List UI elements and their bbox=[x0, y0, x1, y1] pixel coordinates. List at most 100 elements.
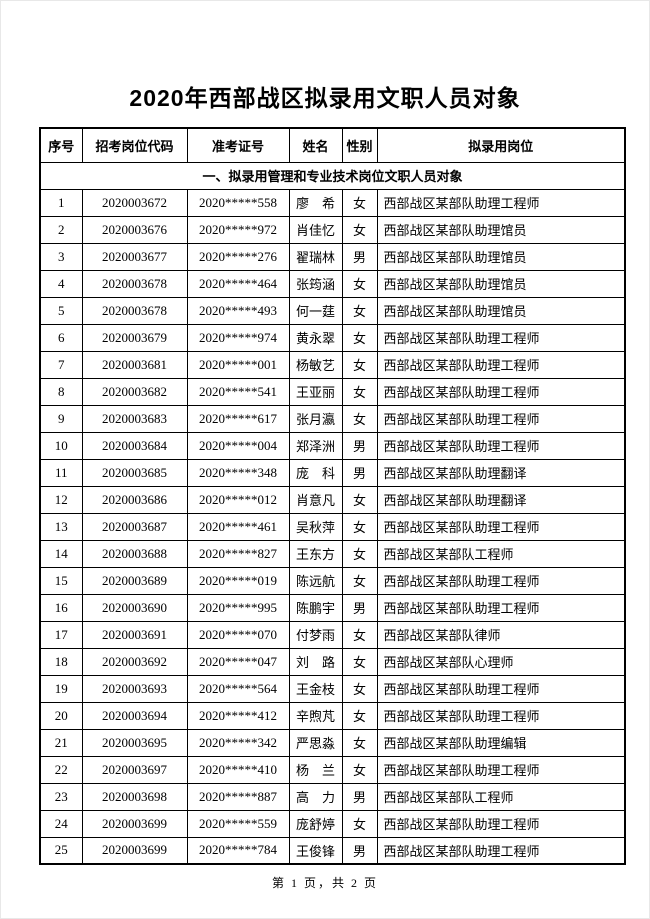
cell-ticket-no: 2020*****276 bbox=[186, 242, 290, 271]
cell-position: 西部战区某部队助理工程师 bbox=[376, 809, 626, 838]
table-row: 8 2020003682 2020*****541 王亚丽女西部战区某部队助理工程师 bbox=[39, 377, 626, 406]
cell-no: 6 bbox=[39, 323, 83, 352]
cell-gender: 男 bbox=[341, 836, 378, 865]
cell-no: 9 bbox=[39, 404, 83, 433]
cell-no: 3 bbox=[39, 242, 83, 271]
cell-no: 5 bbox=[39, 296, 83, 325]
header-cell-ticket-no: 准考证号 bbox=[186, 127, 290, 163]
cell-job-code: 2020003698 bbox=[81, 782, 188, 811]
table-row: 13 2020003687 2020*****461 吴秋萍女西部战区某部队助理工程师 bbox=[39, 512, 626, 541]
cell-job-code: 2020003678 bbox=[81, 296, 188, 325]
cell-job-code: 2020003690 bbox=[81, 593, 188, 622]
table-row: 18 2020003692 2020*****047 刘 路女西部战区某部队心理师 bbox=[39, 647, 626, 676]
cell-no: 8 bbox=[39, 377, 83, 406]
cell-position: 西部战区某部队律师 bbox=[376, 620, 626, 649]
cell-position: 西部战区某部队助理馆员 bbox=[376, 269, 626, 298]
cell-name: 庞 科 bbox=[288, 458, 343, 487]
cell-ticket-no: 2020*****004 bbox=[186, 431, 290, 460]
cell-job-code: 2020003678 bbox=[81, 269, 188, 298]
cell-job-code: 2020003699 bbox=[81, 809, 188, 838]
cell-position: 西部战区某部队助理工程师 bbox=[376, 323, 626, 352]
table-row: 14 2020003688 2020*****827 王东方女西部战区某部队工程师 bbox=[39, 539, 626, 568]
cell-gender: 男 bbox=[341, 782, 378, 811]
cell-gender: 女 bbox=[341, 701, 378, 730]
cell-position: 西部战区某部队助理工程师 bbox=[376, 566, 626, 595]
cell-ticket-no: 2020*****070 bbox=[186, 620, 290, 649]
cell-position: 西部战区某部队助理工程师 bbox=[376, 512, 626, 541]
table-row: 16 2020003690 2020*****995 陈鹏宇男西部战区某部队助理工程师 bbox=[39, 593, 626, 622]
cell-name: 王东方 bbox=[288, 539, 343, 568]
cell-ticket-no: 2020*****410 bbox=[186, 755, 290, 784]
cell-position: 西部战区某部队助理工程师 bbox=[376, 674, 626, 703]
cell-gender: 女 bbox=[341, 215, 378, 244]
cell-position: 西部战区某部队助理工程师 bbox=[376, 593, 626, 622]
cell-no: 23 bbox=[39, 782, 83, 811]
table-row: 12 2020003686 2020*****012 肖意凡女西部战区某部队助理翻译 bbox=[39, 485, 626, 514]
table-row: 3 2020003677 2020*****276 翟瑞林男西部战区某部队助理馆员 bbox=[39, 242, 626, 271]
cell-name: 付梦雨 bbox=[288, 620, 343, 649]
cell-gender: 女 bbox=[341, 404, 378, 433]
cell-gender: 男 bbox=[341, 431, 378, 460]
cell-ticket-no: 2020*****827 bbox=[186, 539, 290, 568]
cell-job-code: 2020003681 bbox=[81, 350, 188, 379]
cell-ticket-no: 2020*****617 bbox=[186, 404, 290, 433]
cell-job-code: 2020003682 bbox=[81, 377, 188, 406]
header-cell-name: 姓名 bbox=[288, 127, 343, 163]
cell-ticket-no: 2020*****461 bbox=[186, 512, 290, 541]
cell-name: 陈鹏宇 bbox=[288, 593, 343, 622]
cell-ticket-no: 2020*****974 bbox=[186, 323, 290, 352]
table-row: 6 2020003679 2020*****974 黄永翠女西部战区某部队助理工程师 bbox=[39, 323, 626, 352]
cell-name: 陈远航 bbox=[288, 566, 343, 595]
cell-gender: 女 bbox=[341, 296, 378, 325]
cell-gender: 男 bbox=[341, 458, 378, 487]
cell-no: 10 bbox=[39, 431, 83, 460]
cell-name: 高 力 bbox=[288, 782, 343, 811]
cell-name: 庞舒婷 bbox=[288, 809, 343, 838]
cell-no: 20 bbox=[39, 701, 83, 730]
cell-gender: 女 bbox=[341, 728, 378, 757]
cell-job-code: 2020003672 bbox=[81, 188, 188, 217]
cell-no: 17 bbox=[39, 620, 83, 649]
table-row: 7 2020003681 2020*****001 杨敏艺女西部战区某部队助理工程师 bbox=[39, 350, 626, 379]
cell-ticket-no: 2020*****464 bbox=[186, 269, 290, 298]
cell-ticket-no: 2020*****887 bbox=[186, 782, 290, 811]
header-cell-no: 序号 bbox=[39, 127, 83, 163]
cell-name: 王俊锋 bbox=[288, 836, 343, 865]
cell-gender: 女 bbox=[341, 755, 378, 784]
cell-name: 刘 路 bbox=[288, 647, 343, 676]
cell-no: 2 bbox=[39, 215, 83, 244]
cell-name: 王金枝 bbox=[288, 674, 343, 703]
cell-job-code: 2020003687 bbox=[81, 512, 188, 541]
cell-gender: 女 bbox=[341, 809, 378, 838]
cell-ticket-no: 2020*****541 bbox=[186, 377, 290, 406]
table-row: 24 2020003699 2020*****559 庞舒婷女西部战区某部队助理工程师 bbox=[39, 809, 626, 838]
cell-job-code: 2020003679 bbox=[81, 323, 188, 352]
cell-gender: 女 bbox=[341, 620, 378, 649]
cell-no: 19 bbox=[39, 674, 83, 703]
cell-position: 西部战区某部队助理编辑 bbox=[376, 728, 626, 757]
cell-job-code: 2020003692 bbox=[81, 647, 188, 676]
cell-gender: 男 bbox=[341, 242, 378, 271]
cell-name: 翟瑞林 bbox=[288, 242, 343, 271]
cell-no: 18 bbox=[39, 647, 83, 676]
cell-ticket-no: 2020*****412 bbox=[186, 701, 290, 730]
cell-name: 吴秋萍 bbox=[288, 512, 343, 541]
table-row: 4 2020003678 2020*****464 张筠涵女西部战区某部队助理馆员 bbox=[39, 269, 626, 298]
cell-no: 1 bbox=[39, 188, 83, 217]
header-cell-position: 拟录用岗位 bbox=[376, 127, 626, 163]
cell-name: 杨敏艺 bbox=[288, 350, 343, 379]
cell-position: 西部战区某部队工程师 bbox=[376, 539, 626, 568]
table-row: 1 2020003672 2020*****558 廖 希女西部战区某部队助理工程师 bbox=[39, 188, 626, 217]
cell-ticket-no: 2020*****493 bbox=[186, 296, 290, 325]
cell-no: 22 bbox=[39, 755, 83, 784]
table-row: 9 2020003683 2020*****617 张月瀛女西部战区某部队助理工程师 bbox=[39, 404, 626, 433]
section-row: 一、拟录用管理和专业技术岗位文职人员对象 bbox=[39, 161, 626, 190]
cell-job-code: 2020003689 bbox=[81, 566, 188, 595]
cell-gender: 女 bbox=[341, 188, 378, 217]
cell-position: 西部战区某部队工程师 bbox=[376, 782, 626, 811]
table-row: 22 2020003697 2020*****410 杨 兰女西部战区某部队助理工程师 bbox=[39, 755, 626, 784]
cell-name: 辛煦芃 bbox=[288, 701, 343, 730]
cell-name: 严思淼 bbox=[288, 728, 343, 757]
cell-gender: 女 bbox=[341, 323, 378, 352]
table-row: 19 2020003693 2020*****564 王金枝女西部战区某部队助理工程师 bbox=[39, 674, 626, 703]
